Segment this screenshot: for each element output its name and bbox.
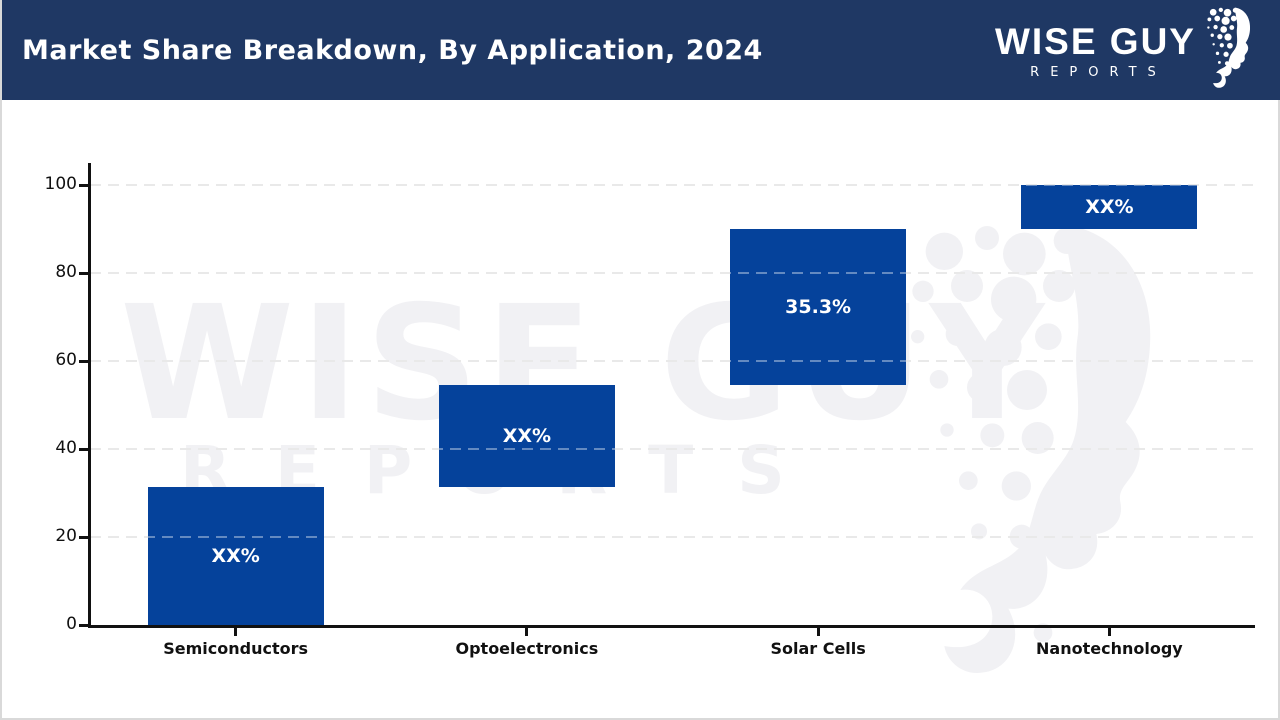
bar-nanotechnology: XX%	[1021, 185, 1198, 230]
brand-subname: REPORTS	[1030, 64, 1167, 80]
gridline-overlay	[90, 272, 1255, 274]
bar-semiconductors: XX%	[147, 486, 324, 625]
bar-value-label: XX%	[502, 424, 552, 447]
gridline-overlay	[90, 536, 1255, 538]
bar-optoelectronics: XX%	[438, 384, 615, 487]
y-tick-label: 40	[55, 438, 77, 458]
x-category-label: Solar Cells	[770, 639, 866, 658]
y-tick	[79, 360, 88, 363]
watermark-dotted-face	[911, 224, 1151, 674]
x-tick	[234, 627, 238, 636]
x-category-label: Semiconductors	[163, 639, 309, 658]
y-tick-label: 80	[55, 262, 77, 282]
x-tick	[816, 627, 820, 636]
gridline-overlay	[90, 184, 1255, 186]
bar-value-label: 35.3%	[785, 296, 852, 319]
gridline	[90, 272, 1255, 274]
gridline	[90, 360, 1255, 362]
gridline-overlay	[90, 360, 1255, 362]
y-tick	[79, 272, 88, 275]
y-tick-label: 100	[44, 174, 77, 194]
bar-solar-cells: 35.3%	[730, 229, 907, 385]
y-axis	[88, 163, 91, 628]
y-tick-label: 0	[66, 614, 77, 634]
y-tick-label: 60	[55, 350, 77, 370]
brand-dotted-face-icon	[1207, 7, 1251, 88]
y-tick	[79, 184, 88, 187]
bar-value-label: XX%	[211, 544, 260, 567]
gridline-overlay	[90, 448, 1255, 450]
brand-logo: WISE GUY REPORTS	[995, 6, 1274, 94]
waterfall-chart: 0 20 40 60 80 100 XX% Semiconductors XX% Optoelec…	[2, 100, 1280, 720]
gridline	[90, 536, 1255, 538]
x-tick	[525, 627, 529, 636]
x-category-label: Optoelectronics	[455, 639, 599, 658]
brand-name: WISE GUY	[994, 20, 1196, 62]
y-tick-label: 20	[55, 526, 77, 546]
y-tick	[79, 448, 88, 451]
page-title: Market Share Breakdown, By Application, …	[22, 34, 763, 66]
x-tick	[1107, 627, 1111, 636]
y-tick	[79, 624, 88, 627]
gridline	[90, 184, 1255, 186]
x-axis	[88, 625, 1255, 628]
x-category-label: Nanotechnology	[1036, 639, 1183, 658]
header: Market Share Breakdown, By Application, …	[2, 0, 1280, 100]
y-tick	[79, 536, 88, 539]
brand-logo-text: WISE GUY REPORTS	[995, 21, 1196, 80]
bar-value-label: XX%	[1085, 196, 1134, 219]
gridline	[90, 448, 1255, 450]
